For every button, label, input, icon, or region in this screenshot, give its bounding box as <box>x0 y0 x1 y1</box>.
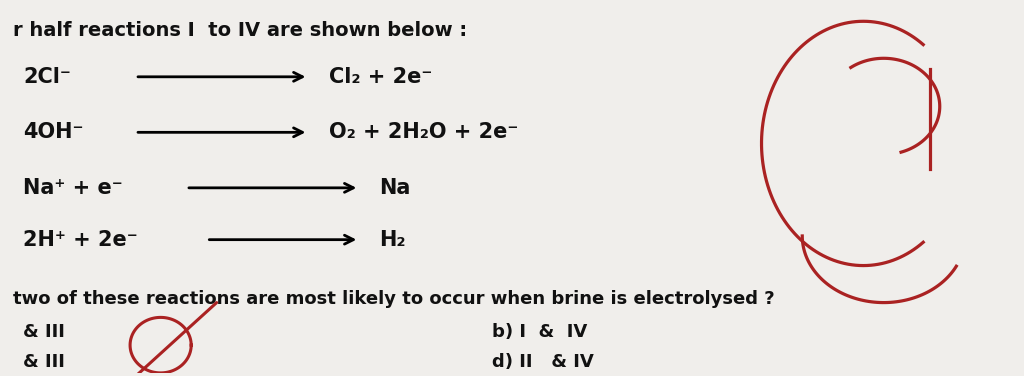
Text: & III: & III <box>24 353 65 371</box>
Text: two of these reactions are most likely to occur when brine is electrolysed ?: two of these reactions are most likely t… <box>13 290 774 308</box>
Text: & III: & III <box>24 323 65 341</box>
Text: O₂ + 2H₂O + 2e⁻: O₂ + 2H₂O + 2e⁻ <box>329 122 518 143</box>
Text: H₂: H₂ <box>380 230 407 250</box>
Text: Na: Na <box>380 178 411 198</box>
Text: d) II   & IV: d) II & IV <box>492 353 593 371</box>
Text: 2H⁺ + 2e⁻: 2H⁺ + 2e⁻ <box>24 230 138 250</box>
Text: 4OH⁻: 4OH⁻ <box>24 122 84 143</box>
Text: Na⁺ + e⁻: Na⁺ + e⁻ <box>24 178 123 198</box>
Text: Cl₂ + 2e⁻: Cl₂ + 2e⁻ <box>329 67 432 87</box>
Text: 2Cl⁻: 2Cl⁻ <box>24 67 71 87</box>
Text: b) I  &  IV: b) I & IV <box>492 323 587 341</box>
Text: r half reactions I  to IV are shown below :: r half reactions I to IV are shown below… <box>13 21 467 40</box>
